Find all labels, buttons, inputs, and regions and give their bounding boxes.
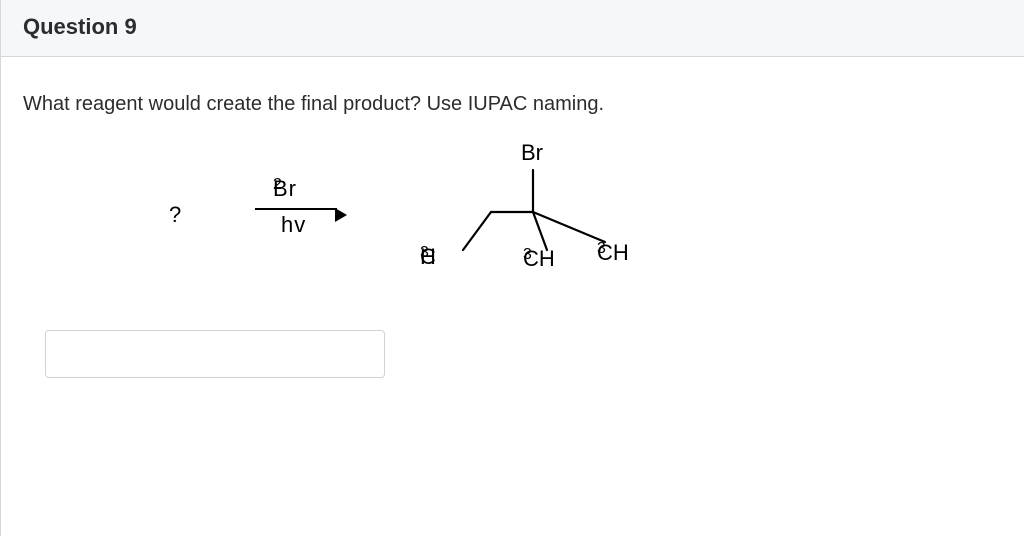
question-body: What reagent would create the final prod… — [1, 57, 1024, 400]
reaction-arrow-line — [255, 208, 337, 210]
answer-input[interactable] — [45, 330, 385, 378]
question-header: Question 9 — [1, 0, 1024, 57]
question-prompt: What reagent would create the final prod… — [23, 93, 1002, 116]
reaction-scheme: ? Br2 hv Br H3C CH3 CH3 — [23, 140, 1002, 310]
reagent-bottom: hv — [281, 212, 306, 238]
question-title: Question 9 — [23, 14, 1002, 40]
starting-material: ? — [169, 202, 181, 228]
question-card: Question 9 What reagent would create the… — [0, 0, 1024, 536]
